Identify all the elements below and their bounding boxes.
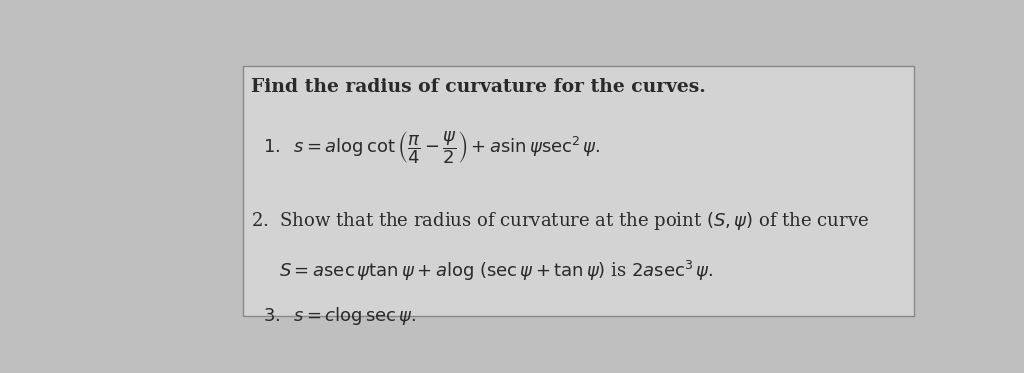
Text: $S = a \sec \psi \tan \psi + a \log \,(\sec \psi + \tan \psi)$ is $2a\sec^3 \psi: $S = a \sec \psi \tan \psi + a \log \,(\… [279, 259, 714, 283]
FancyBboxPatch shape [243, 66, 913, 316]
Text: Find the radius of curvature for the curves.: Find the radius of curvature for the cur… [251, 78, 706, 96]
Text: 2.  Show that the radius of curvature at the point $(S, \psi)$ of the curve: 2. Show that the radius of curvature at … [251, 210, 869, 232]
Text: $1. \;\; s = a \log \cot \left(\dfrac{\pi}{4} - \dfrac{\psi}{2}\right) + a \sin : $1. \;\; s = a \log \cot \left(\dfrac{\p… [263, 129, 600, 166]
Text: $3. \;\; s = c \log \sec \psi.$: $3. \;\; s = c \log \sec \psi.$ [263, 305, 416, 327]
